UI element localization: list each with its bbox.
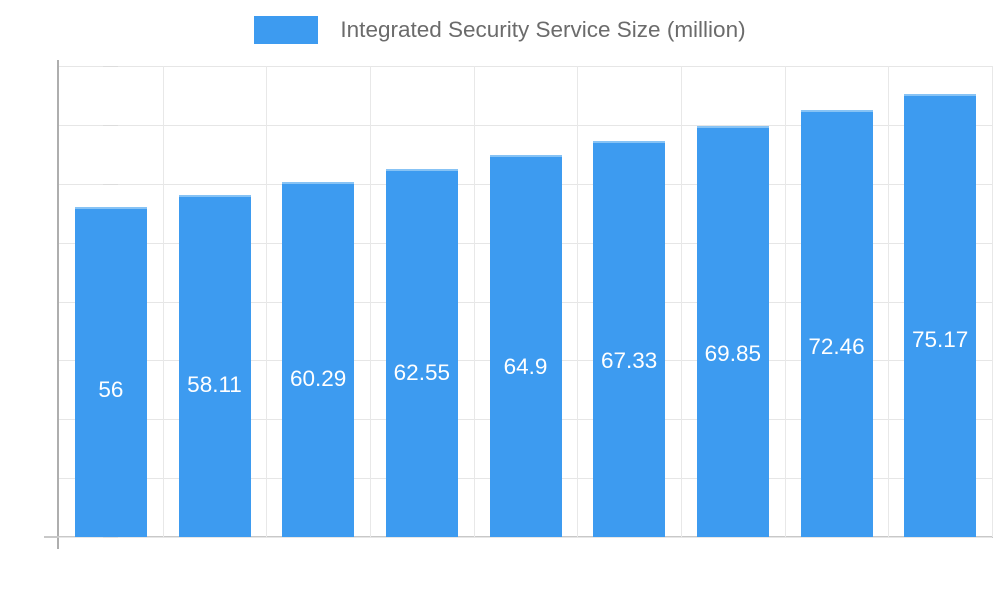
gridline-vertical: [473, 66, 475, 537]
gridline-vertical: [888, 66, 890, 537]
bar[interactable]: [696, 125, 769, 537]
y-axis-line: [57, 60, 59, 549]
bar[interactable]: [385, 168, 458, 537]
bar-value-label: 72.46: [808, 333, 865, 359]
bar-value-label: 62.55: [393, 359, 450, 385]
gridline-horizontal: [59, 124, 992, 126]
gridline-horizontal: [59, 537, 992, 538]
gridline-vertical: [370, 66, 371, 537]
bar-value-label: 58.11: [187, 371, 242, 397]
bar[interactable]: [489, 154, 562, 537]
chart-legend: Integrated Security Service Size (millio…: [0, 0, 1000, 60]
gridline-vertical: [784, 66, 786, 537]
y-tick-mark: [103, 537, 118, 538]
legend-swatch-icon: [254, 16, 319, 44]
bar-value-label: 67.33: [601, 347, 658, 373]
legend-label: Integrated Security Service Size (millio…: [340, 16, 746, 42]
bar[interactable]: [904, 94, 977, 537]
bar-value-label: 56: [98, 377, 124, 403]
gridline-vertical: [162, 66, 164, 537]
bar[interactable]: [74, 207, 147, 537]
bar[interactable]: [800, 110, 873, 537]
bar-value-label: 64.9: [503, 353, 548, 379]
bar-value-label: 60.29: [290, 365, 347, 391]
gridline-vertical: [681, 66, 682, 537]
y-tick-mark: [103, 183, 118, 185]
gridline-horizontal: [59, 66, 992, 67]
bar-value-label: 69.85: [704, 340, 761, 366]
bar-value-label: 75.17: [912, 326, 969, 352]
gridline-vertical: [266, 66, 268, 537]
gridline-vertical: [992, 66, 993, 537]
bar[interactable]: [593, 140, 666, 537]
plot-area: 01020304050607080 5658.1160.2962.5564.96…: [59, 66, 993, 538]
gridline-vertical: [577, 66, 579, 537]
y-tick-mark: [103, 124, 118, 126]
bar[interactable]: [282, 182, 355, 537]
y-tick-mark: [103, 66, 118, 67]
bar[interactable]: [178, 194, 251, 537]
